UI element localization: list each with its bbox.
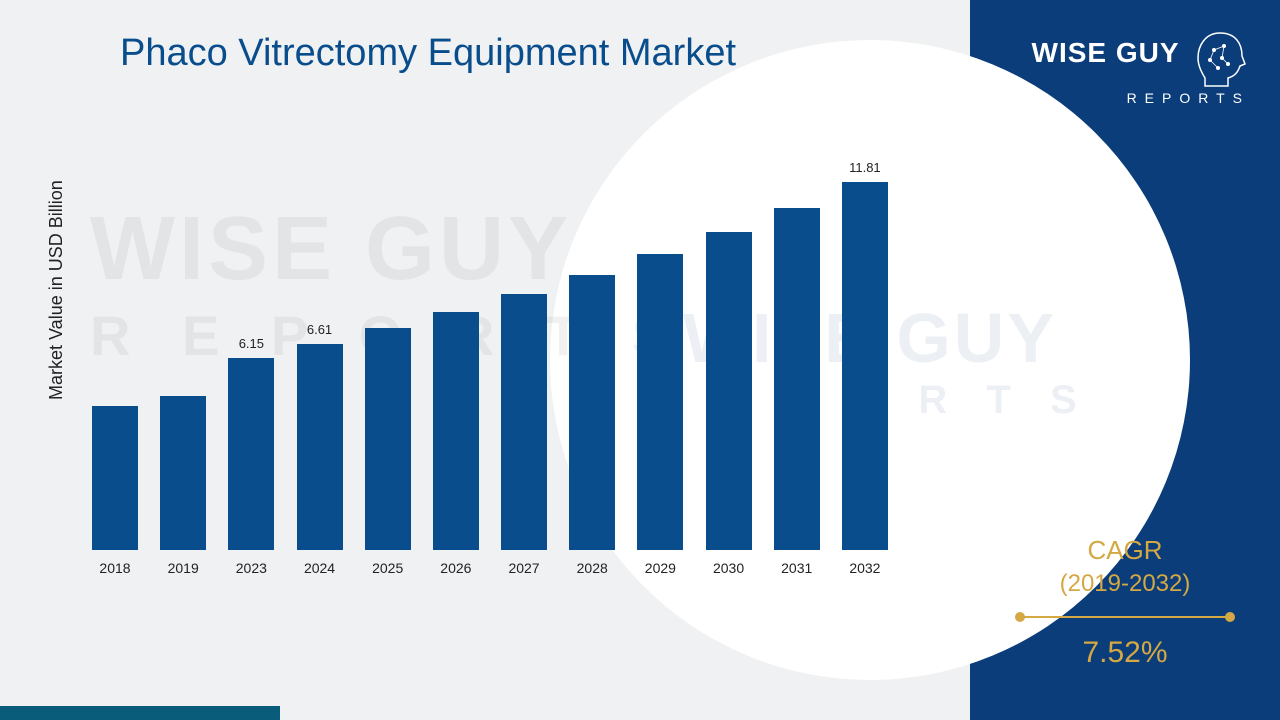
bar-2024: 6.61 xyxy=(290,322,350,550)
xtick-2019: 2019 xyxy=(153,560,213,580)
bar-rect xyxy=(297,344,343,550)
bar-rect xyxy=(92,406,138,550)
xtick-2024: 2024 xyxy=(290,560,350,580)
bar-2019 xyxy=(153,374,213,550)
logo: WISE GUY REPORTS xyxy=(1032,28,1250,106)
bar-2028 xyxy=(562,253,622,550)
bar-rect xyxy=(706,232,752,550)
cagr-value: 7.52% xyxy=(1000,636,1250,670)
bar-value-label: 6.15 xyxy=(239,336,264,354)
cagr-range: (2019-2032) xyxy=(1000,570,1250,598)
cagr-title: CAGR xyxy=(1000,535,1250,566)
bar-rect xyxy=(774,208,820,550)
xtick-2031: 2031 xyxy=(767,560,827,580)
bar-2026 xyxy=(426,290,486,550)
bottom-accent-bar xyxy=(0,706,280,720)
bar-2025 xyxy=(358,306,418,550)
xtick-2025: 2025 xyxy=(358,560,418,580)
y-axis-label: Market Value in USD Billion xyxy=(46,180,67,400)
xtick-2023: 2023 xyxy=(221,560,281,580)
bars-container: 6.15 6.61 11.81 xyxy=(85,160,895,550)
bar-rect xyxy=(637,254,683,550)
head-icon xyxy=(1190,28,1250,88)
bar-rect xyxy=(501,294,547,550)
bar-2029 xyxy=(630,232,690,550)
xtick-2030: 2030 xyxy=(699,560,759,580)
xticks-container: 2018 2019 2023 2024 2025 2026 2027 2028 2029 2030… xyxy=(85,560,895,580)
chart-title: Phaco Vitrectomy Equipment Market xyxy=(120,32,736,75)
bar-rect xyxy=(365,328,411,550)
logo-main: WISE GUY xyxy=(1032,37,1180,68)
xtick-2029: 2029 xyxy=(630,560,690,580)
bar-rect xyxy=(433,312,479,550)
logo-sub: REPORTS xyxy=(1032,90,1250,106)
xtick-2026: 2026 xyxy=(426,560,486,580)
xtick-2027: 2027 xyxy=(494,560,554,580)
bar-2031 xyxy=(767,186,827,550)
bar-value-label: 11.81 xyxy=(849,160,881,178)
xtick-2028: 2028 xyxy=(562,560,622,580)
bar-2018 xyxy=(85,384,145,550)
bar-2032: 11.81 xyxy=(835,160,895,550)
bar-rect xyxy=(228,358,274,550)
bar-rect xyxy=(842,182,888,550)
bar-2030 xyxy=(699,210,759,550)
cagr-divider xyxy=(1020,616,1230,618)
bar-2027 xyxy=(494,272,554,550)
bar-2023: 6.15 xyxy=(221,336,281,550)
cagr-box: CAGR (2019-2032) 7.52% xyxy=(1000,535,1250,670)
bar-chart: 6.156.6111.81 20182019202320242025202620… xyxy=(85,160,895,580)
bar-rect xyxy=(160,396,206,550)
xtick-2018: 2018 xyxy=(85,560,145,580)
bar-rect xyxy=(569,275,615,550)
xtick-2032: 2032 xyxy=(835,560,895,580)
bar-value-label: 6.61 xyxy=(307,322,332,340)
